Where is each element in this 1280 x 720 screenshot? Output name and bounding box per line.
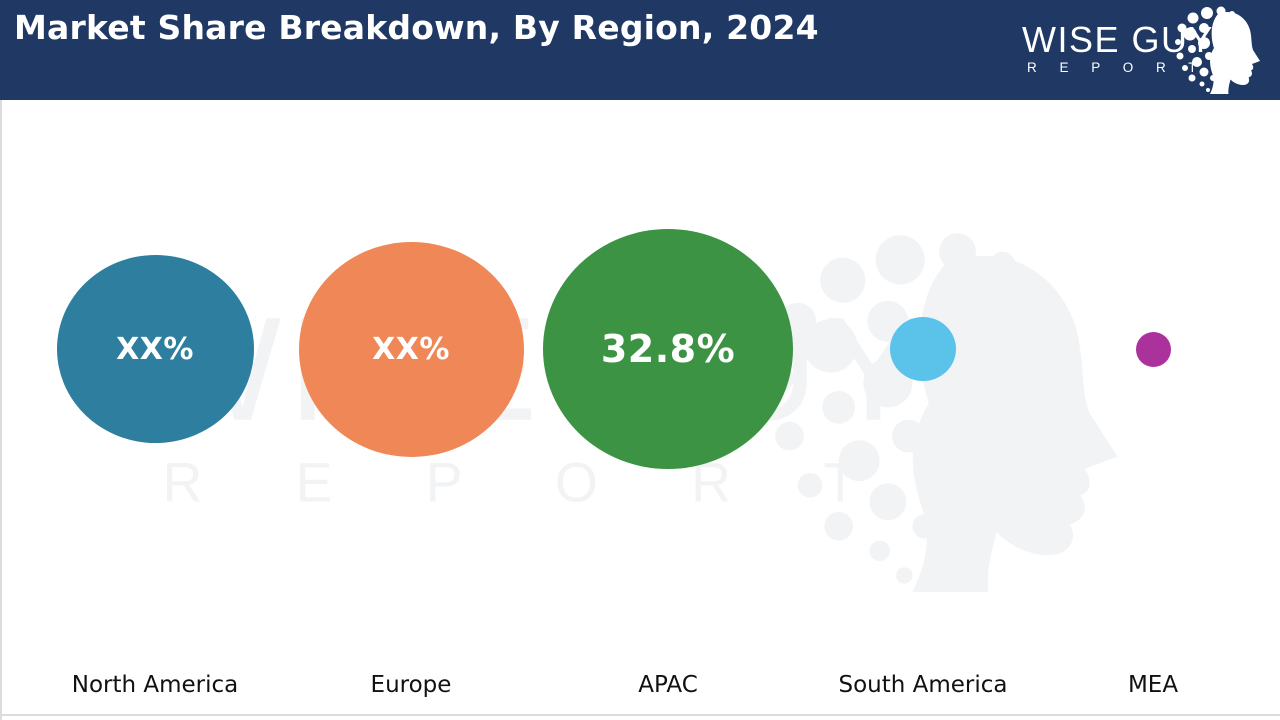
- category-label-south-america: South America: [838, 672, 1008, 698]
- chart-bubble-south-america: [890, 317, 956, 381]
- bottom-axis-line: [2, 714, 1280, 716]
- bubble-value-label: 32.8%: [600, 327, 736, 371]
- wiseguy-logo: WISE GUY R E P O R T S: [1022, 6, 1260, 95]
- category-label-north-america: North America: [71, 672, 239, 698]
- chart-bubble-europe: XX%: [298, 241, 524, 457]
- logo-text-line2: R E P O R T S: [1027, 60, 1238, 75]
- bubble-value-label: XX%: [116, 331, 194, 367]
- page-title: Market Share Breakdown, By Region, 2024: [14, 8, 819, 47]
- chart-bubble-apac: 32.8%: [543, 229, 793, 469]
- wiseguy-head-icon: [1175, 6, 1260, 95]
- category-label-mea: MEA: [1127, 672, 1179, 698]
- chart-bubble-north-america: XX%: [56, 255, 254, 443]
- watermark-text-line2: R E P O R T S: [162, 452, 1025, 514]
- category-label-europe: Europe: [370, 672, 452, 698]
- bubble-value-label: XX%: [372, 331, 450, 367]
- header-bar: Market Share Breakdown, By Region, 2024 …: [0, 0, 1280, 100]
- wiseguy-head-watermark-icon: [769, 233, 1118, 592]
- bubble-chart: WISE GUY R E P O R T S: [0, 100, 1280, 720]
- category-label-apac: APAC: [638, 672, 698, 698]
- chart-bubble-mea: [1135, 331, 1171, 367]
- watermark-text-line1: WISE GUY: [142, 287, 929, 452]
